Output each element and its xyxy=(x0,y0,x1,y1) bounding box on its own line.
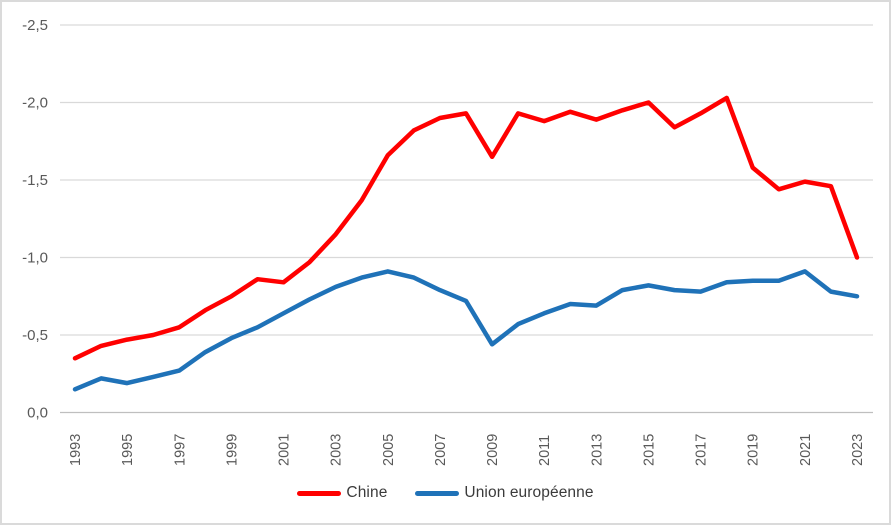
chine-line-swatch xyxy=(297,490,342,496)
x-tick-label: 2015 xyxy=(642,434,658,466)
x-tick-label: 2001 xyxy=(277,434,293,466)
chart-plot-area: 0,0 -0,5 -1,0 -1,5 -2,0 -2,5 1993 1995 1997 1999 2… xyxy=(22,17,873,466)
union-europeenne-line-swatch xyxy=(415,490,460,496)
series-line-chine xyxy=(72,95,860,361)
y-tick-label: -2,0 xyxy=(22,95,48,112)
x-tick-label: 2003 xyxy=(329,434,345,466)
x-tick-label: 2019 xyxy=(746,434,762,466)
legend-label-union-europeenne: Union européenne xyxy=(464,484,594,501)
x-tick-label: 1997 xyxy=(172,434,188,466)
x-tick-label: 1995 xyxy=(120,434,136,466)
legend-item-union-europeenne: Union européenne xyxy=(415,484,593,502)
y-tick-label: -0,5 xyxy=(22,327,48,344)
x-tick-label: 2017 xyxy=(694,434,710,466)
x-tick-label: 2013 xyxy=(589,434,605,466)
x-tick-label: 1999 xyxy=(224,434,240,466)
y-tick-label: -2,5 xyxy=(22,17,48,34)
legend-label-chine: Chine xyxy=(346,484,388,501)
x-tick-label: 2007 xyxy=(433,434,449,466)
series-line-union-europeenne xyxy=(72,269,860,392)
x-tick-label: 2009 xyxy=(485,434,501,466)
x-tick-label: 1993 xyxy=(68,434,84,466)
y-tick-label: -1,0 xyxy=(22,250,48,267)
x-tick-label: 2011 xyxy=(537,435,553,466)
chart-legend: Chine Union européenne xyxy=(2,484,889,502)
legend-item-chine: Chine xyxy=(297,484,387,502)
y-tick-label: 0,0 xyxy=(27,405,48,422)
y-tick-label: -1,5 xyxy=(22,172,48,189)
x-tick-label: 2021 xyxy=(798,434,814,466)
x-tick-label: 2005 xyxy=(381,434,397,466)
x-tick-label: 2023 xyxy=(850,434,866,466)
